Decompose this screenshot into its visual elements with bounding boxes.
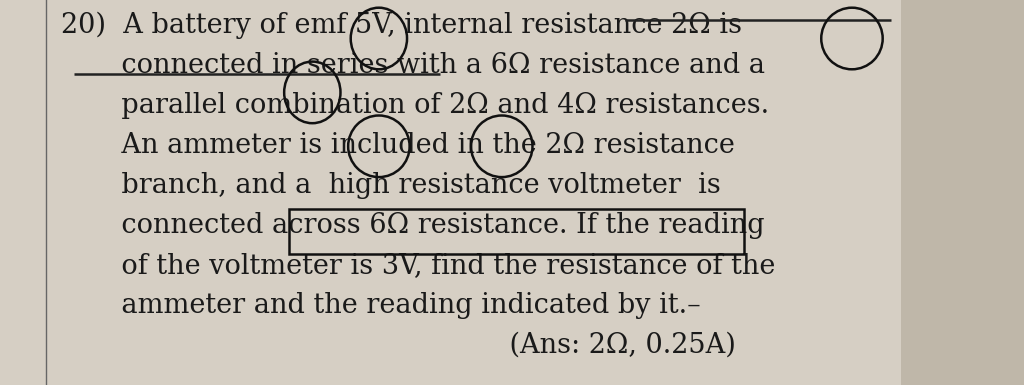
Bar	[901, 0, 1024, 385]
Text: 20)  A battery of emf 5V, internal resistance 2Ω is
       connected in series w: 20) A battery of emf 5V, internal resist…	[61, 12, 776, 359]
Bar	[289, 209, 744, 254]
